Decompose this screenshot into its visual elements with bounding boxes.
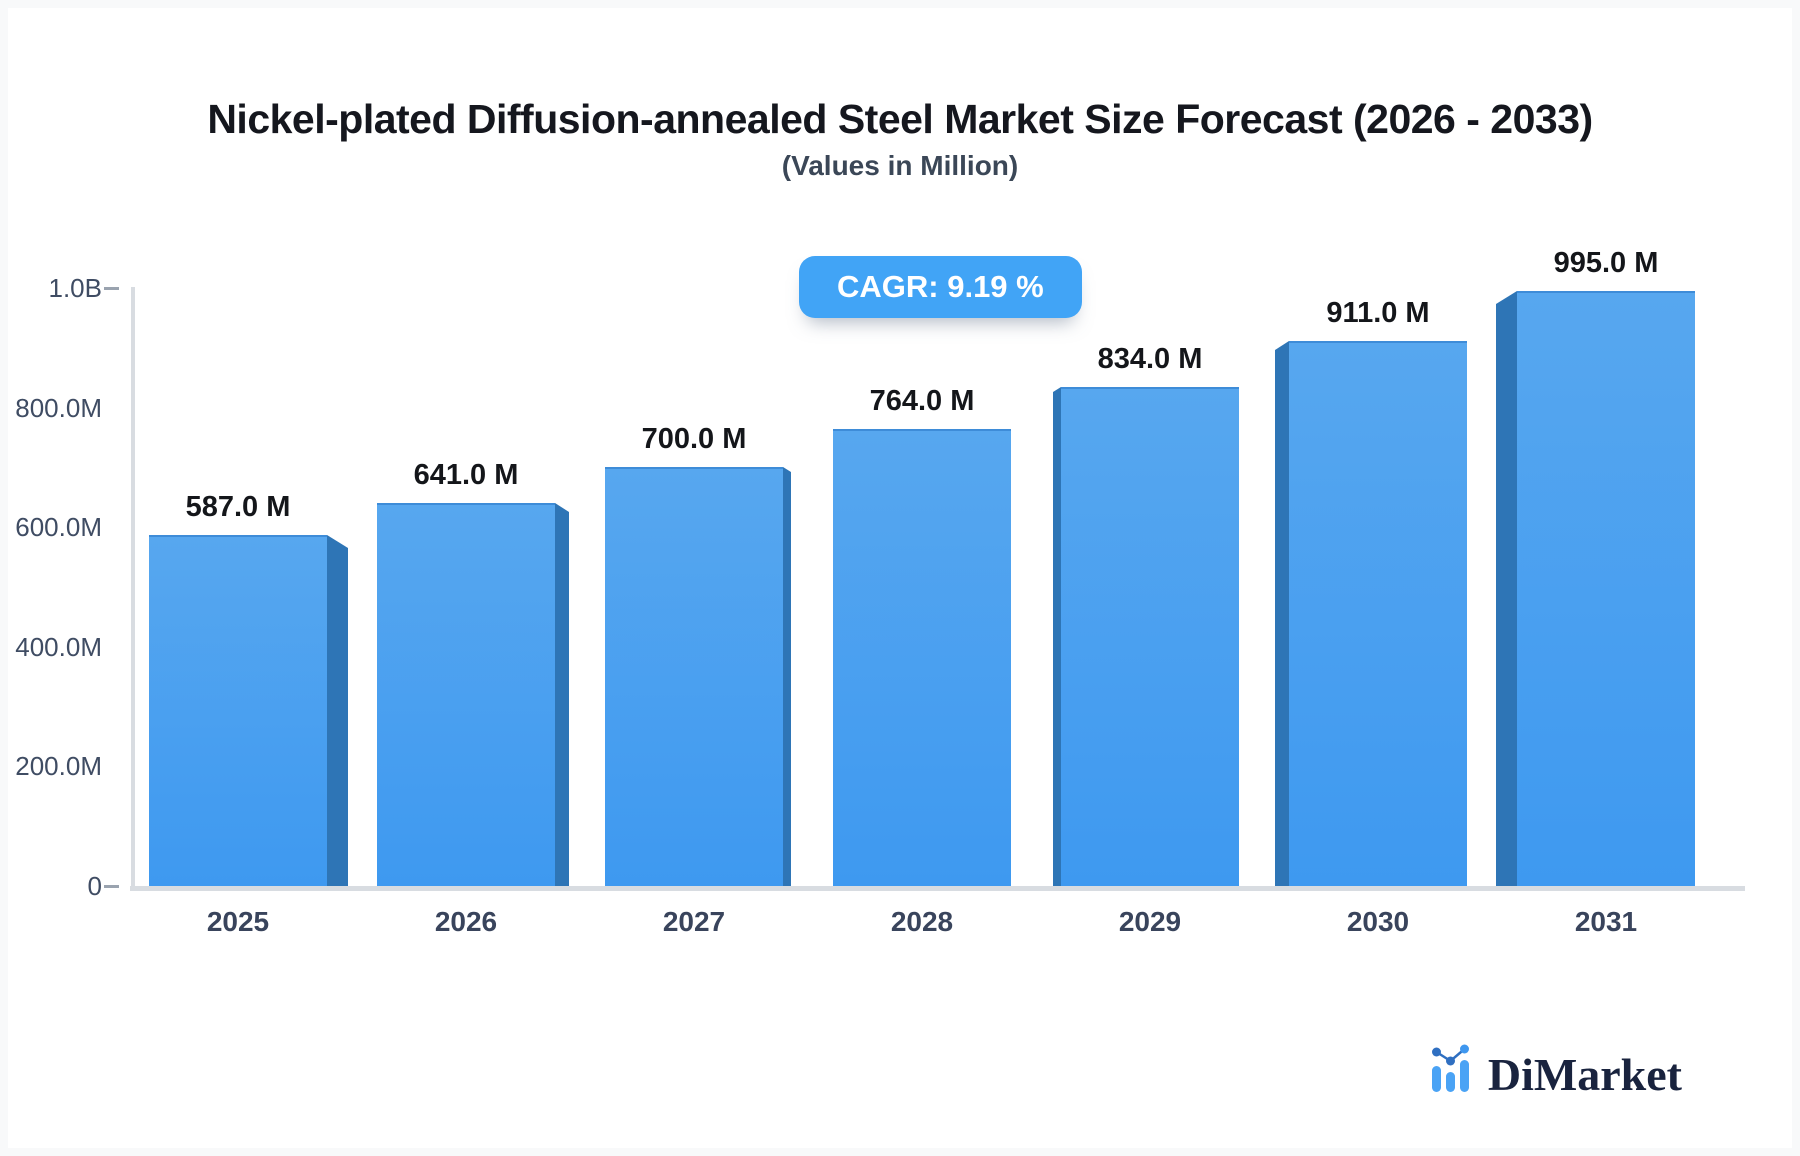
y-axis-tick — [104, 885, 119, 888]
x-axis-line — [130, 886, 1745, 891]
cagr-badge: CAGR: 9.19 % — [799, 256, 1082, 318]
mini-bar-line-chart-icon — [1430, 1044, 1474, 1097]
chart-card: Nickel-plated Diffusion-annealed Steel M… — [8, 8, 1792, 1148]
bar-2029 — [1061, 387, 1239, 886]
plot-area: 1.0B 800.0M 600.0M 400.0M 200.0M 0 587.0 M 2025… — [8, 8, 1792, 1148]
x-axis-label: 2028 — [890, 906, 954, 937]
bar-2028 — [833, 429, 1011, 886]
bar-3d-side — [327, 535, 348, 886]
y-axis-label: 800.0M — [15, 393, 102, 423]
x-axis-label: 2031 — [1574, 906, 1638, 937]
brand-logo: DiMarket — [1430, 1044, 1682, 1100]
bar-3d-side — [555, 503, 569, 886]
y-axis-label: 0 — [87, 871, 102, 901]
bar-2027 — [605, 467, 783, 886]
y-axis-line — [131, 287, 135, 891]
bar-value-label: 700.0 M — [641, 423, 747, 455]
bar-value-label: 587.0 M — [185, 491, 291, 523]
bar-2031 — [1517, 291, 1695, 886]
bar-2030 — [1289, 341, 1467, 886]
bar-value-label: 764.0 M — [869, 385, 975, 417]
logo-text: DiMarket — [1487, 1049, 1682, 1100]
chart-title: Nickel-plated Diffusion-annealed Steel M… — [207, 96, 1593, 142]
x-axis-label: 2026 — [434, 906, 498, 937]
y-axis-label: 1.0B — [48, 273, 103, 303]
y-axis-label: 600.0M — [15, 512, 102, 542]
y-axis-tick — [104, 287, 119, 290]
bar-3d-side — [783, 467, 791, 886]
bar-3d-side — [1275, 341, 1289, 886]
bar-3d-side — [1496, 291, 1517, 886]
bar-2025 — [149, 535, 327, 886]
x-axis-label: 2030 — [1346, 906, 1410, 937]
x-axis-label: 2025 — [206, 906, 270, 937]
bar-value-label: 911.0 M — [1326, 297, 1430, 329]
bar-3d-side — [1053, 387, 1061, 886]
bar-value-label: 995.0 M — [1553, 247, 1659, 279]
y-axis-label: 400.0M — [15, 632, 102, 662]
bar-2026 — [377, 503, 555, 886]
chart-subtitle: (Values in Million) — [781, 150, 1019, 181]
bar-value-label: 641.0 M — [413, 459, 519, 491]
x-axis-label: 2027 — [662, 906, 726, 937]
x-axis-label: 2029 — [1118, 906, 1182, 937]
y-axis-label: 200.0M — [15, 751, 102, 781]
bar-value-label: 834.0 M — [1097, 343, 1203, 375]
